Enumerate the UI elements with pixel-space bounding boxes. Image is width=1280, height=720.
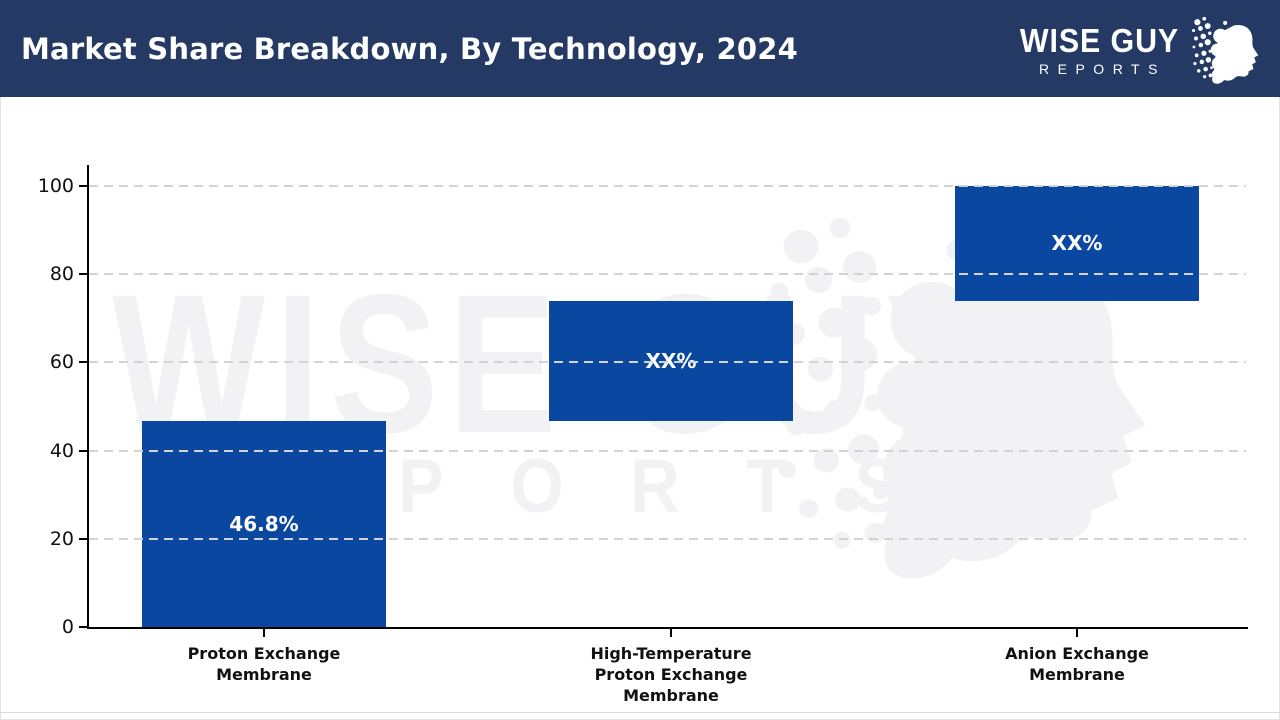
x-category-label: Proton Exchange Membrane <box>84 643 444 685</box>
y-tickmark-20 <box>79 537 87 540</box>
x-category-label: Anion Exchange Membrane <box>897 643 1257 685</box>
y-tickmark-0 <box>79 626 87 628</box>
y-tickmark-80 <box>79 273 87 276</box>
x-tickmark-2 <box>1076 629 1078 637</box>
header-bar: Market Share Breakdown, By Technology, 2… <box>0 0 1280 97</box>
x-category-label: High-Temperature Proton Exchange Membrane <box>491 643 851 706</box>
bar-value-label: XX% <box>645 348 697 373</box>
logo-tagline: REPORTS <box>1039 61 1166 77</box>
bar-value-label: XX% <box>1051 231 1103 256</box>
bar-value-label: 46.8% <box>229 511 299 536</box>
gridline-40 <box>89 449 1246 452</box>
y-tick-label: 0 <box>61 616 74 638</box>
x-category-label-line: High-Temperature <box>590 644 752 663</box>
x-category-label-line: Proton Exchange <box>594 665 748 684</box>
chart-title: Market Share Breakdown, By Technology, 2… <box>21 31 799 66</box>
logo-text: WISE GUY REPORTS <box>1013 24 1186 76</box>
y-tick-label: 60 <box>49 351 74 374</box>
bar-segment: XX% <box>549 300 793 421</box>
y-tick-label: 40 <box>49 439 74 462</box>
plot-area: 0 20 40 60 80 100 46.8% Proton Exchange Membrane… <box>0 97 1280 720</box>
y-tickmark-100 <box>79 185 87 187</box>
y-tick-label: 100 <box>37 175 74 197</box>
gridline-80 <box>89 273 1246 276</box>
bottom-border-line <box>0 712 1280 713</box>
x-axis-line <box>87 627 1248 629</box>
x-tickmark-1 <box>670 629 672 637</box>
y-axis-line <box>87 165 89 629</box>
y-tickmark-60 <box>79 361 87 364</box>
y-tick-label: 20 <box>49 527 74 550</box>
x-category-label-line: Membrane <box>1029 665 1125 684</box>
bar-segment: 46.8% <box>142 420 386 627</box>
gridline-20 <box>89 537 1246 540</box>
y-tick-label: 80 <box>49 263 74 286</box>
wise-guy-logo: WISE GUY REPORTS <box>1013 8 1264 92</box>
chart-canvas: WISE GUY REPORTS 0 20 40 60 80 100 46.8% Proton… <box>0 97 1280 720</box>
x-category-label-line: Membrane <box>623 686 719 705</box>
logo-wordmark: WISE GUY <box>1019 22 1180 59</box>
head-profile-icon <box>1192 16 1259 84</box>
x-category-label-line: Membrane <box>216 665 312 684</box>
x-tickmark-0 <box>263 629 265 637</box>
x-category-label-line: Anion Exchange <box>1005 644 1149 663</box>
gridline-100 <box>89 185 1246 187</box>
bar-segment: XX% <box>955 186 1199 301</box>
y-tickmark-40 <box>79 449 87 452</box>
gridline-60 <box>89 361 1246 364</box>
x-category-label-line: Proton Exchange <box>187 644 341 663</box>
